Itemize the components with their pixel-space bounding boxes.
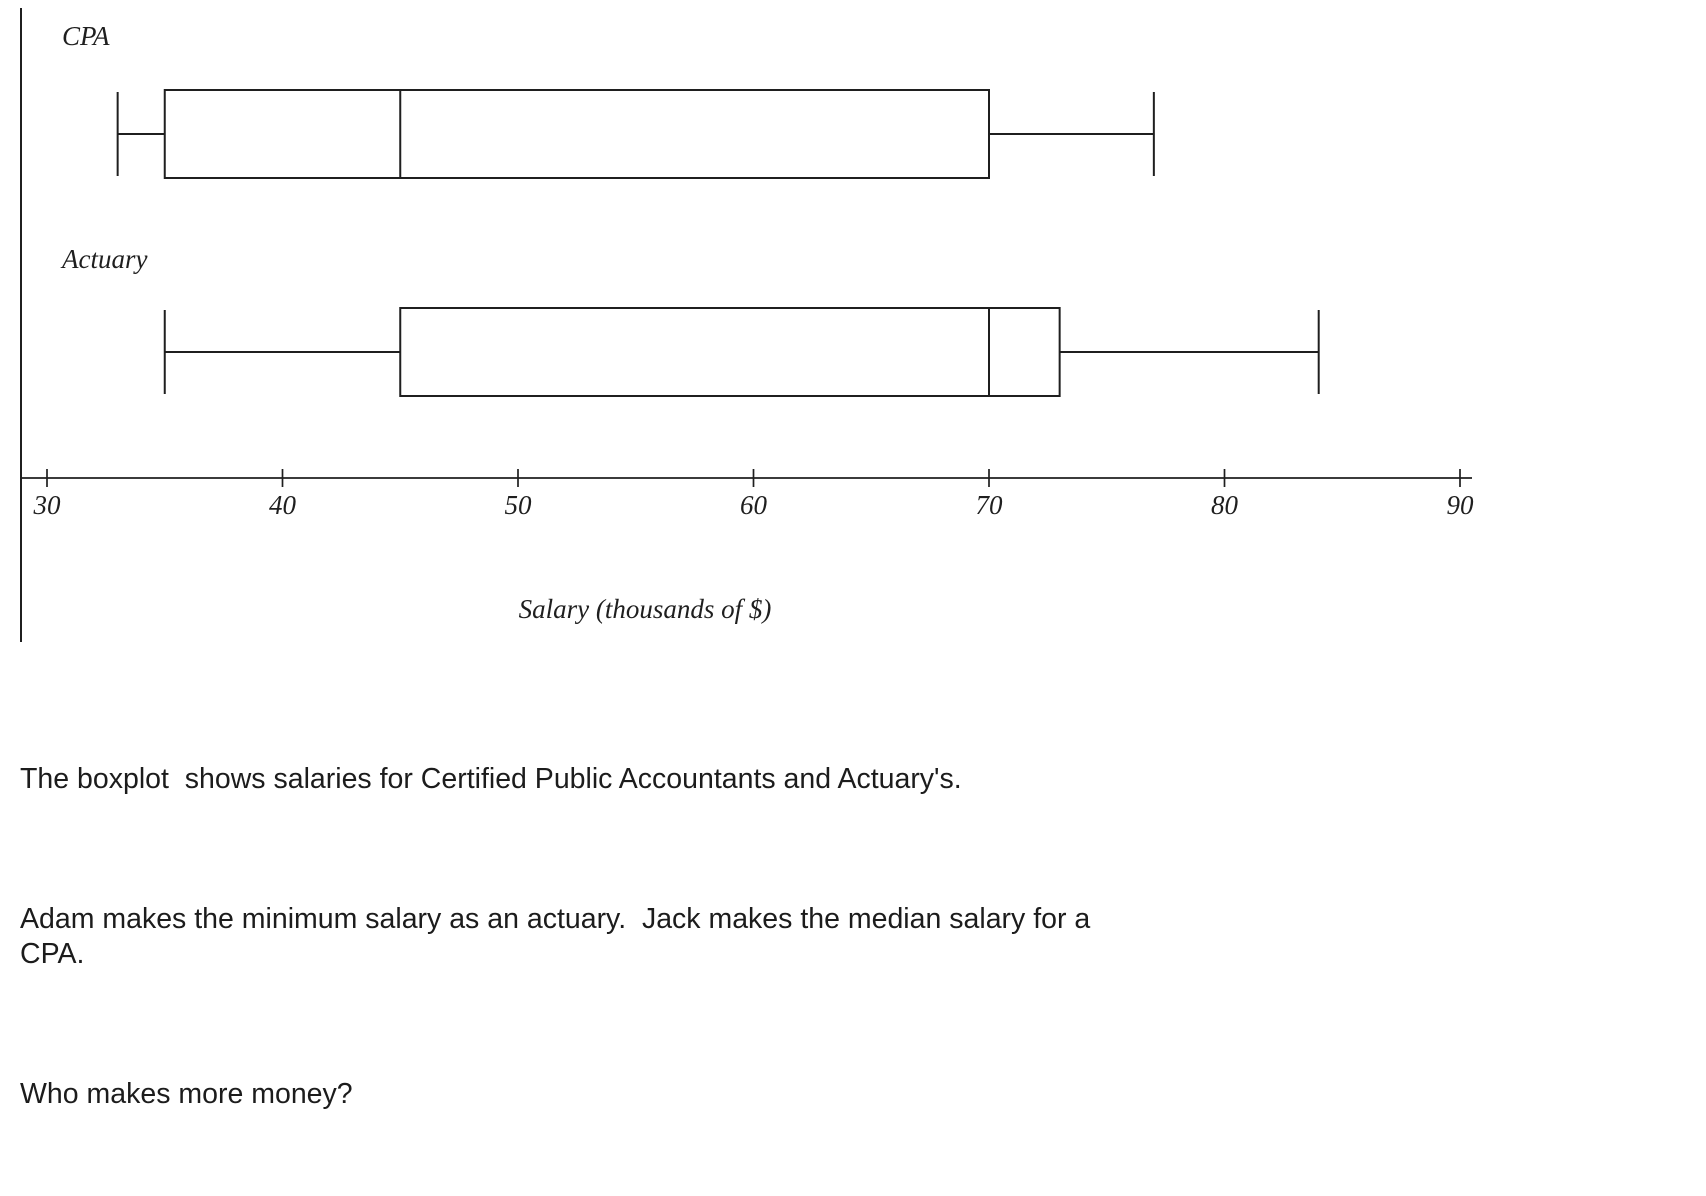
series-label: Actuary — [60, 244, 147, 274]
question-statement: The boxplot shows salaries for Certified… — [20, 763, 962, 795]
series-label: CPA — [62, 21, 110, 51]
x-axis-tick-label: 60 — [740, 490, 768, 520]
x-axis-tick-label: 50 — [505, 490, 533, 520]
x-axis-tick-label: 40 — [269, 490, 297, 520]
question-body: The boxplot shows salaries for Certified… — [20, 692, 1150, 1196]
x-axis-tick-label: 70 — [976, 490, 1004, 520]
boxplot-figure: 30 40 50 60 70 80 90 Salary (thousands of $) CPA… — [20, 8, 1475, 642]
x-axis-tick-label: 90 — [1447, 490, 1475, 520]
x-axis-tick-label: 80 — [1211, 490, 1239, 520]
x-axis-title: Salary (thousands of $) — [519, 594, 772, 624]
box-iqr — [399, 307, 1061, 397]
x-axis-tick-label: 30 — [33, 490, 62, 520]
box-iqr — [163, 89, 990, 179]
question-prompt-who: Who makes more money? — [20, 1078, 353, 1110]
boxplot-chart: 30 40 50 60 70 80 90 Salary (thousands of $) CPA… — [20, 8, 1475, 642]
question-scenario: Adam makes the minimum salary as an actu… — [20, 903, 1099, 970]
